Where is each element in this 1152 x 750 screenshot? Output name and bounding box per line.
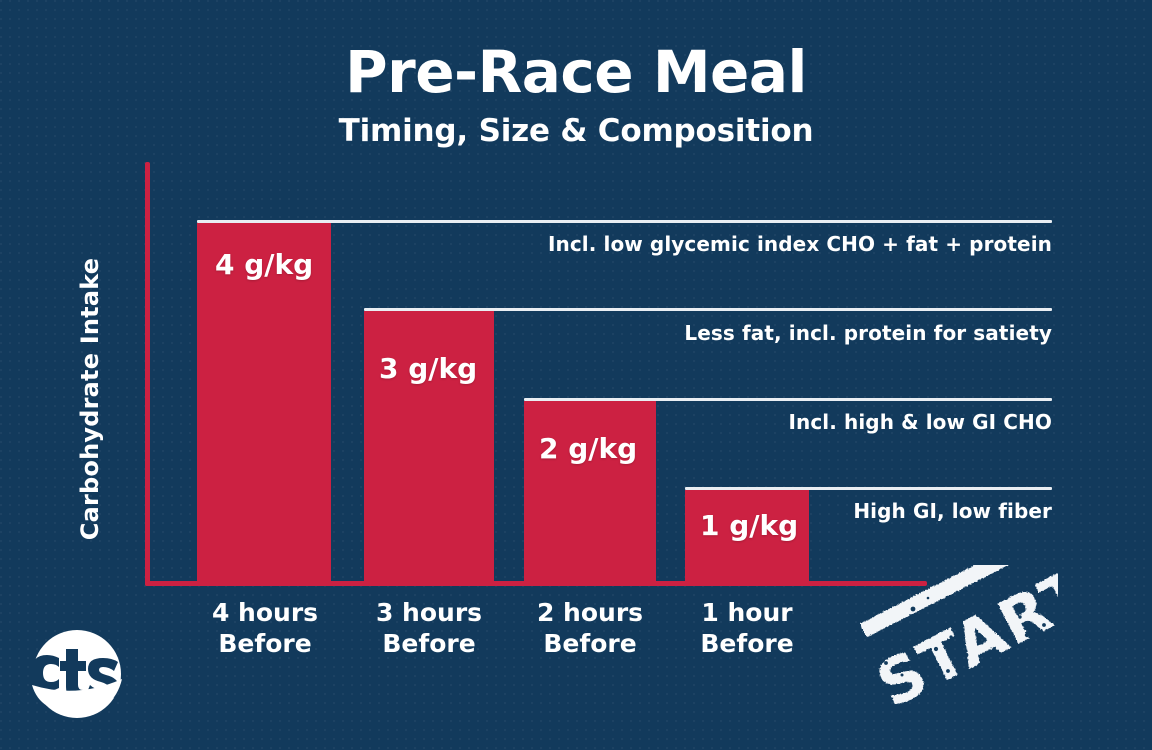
category-label-1-hour: 1 hour Before	[666, 598, 828, 659]
bar-1-hour[interactable]	[685, 490, 809, 582]
cts-logo[interactable]	[26, 623, 128, 725]
bar-3-hours[interactable]	[364, 311, 494, 582]
category-label-4-hours: 4 hours Before	[184, 598, 346, 659]
annotation-line-2	[364, 308, 1052, 311]
annotation-line-4	[685, 487, 1052, 490]
annotation-text-3: Incl. high & low GI CHO	[788, 410, 1052, 434]
bar-value-3-hours: 3 g/kg	[379, 352, 478, 385]
category-label-line-2: Before	[382, 628, 476, 658]
y-axis-line	[145, 162, 150, 586]
header: Pre-Race Meal Timing, Size & Composition	[0, 42, 1152, 149]
annotation-text-1: Incl. low glycemic index CHO + fat + pro…	[547, 232, 1052, 256]
category-label-line-2: Before	[218, 628, 312, 658]
category-label-line-1: 2 hours	[536, 598, 644, 627]
bar-value-4-hours: 4 g/kg	[215, 248, 314, 281]
start-marker: START	[858, 565, 1058, 705]
category-label-2-hours: 2 hours Before	[509, 598, 671, 659]
annotation-line-3	[524, 398, 1052, 401]
annotation-text-2: Less fat, incl. protein for satiety	[684, 321, 1052, 345]
category-label-3-hours: 3 hours Before	[348, 598, 510, 659]
page-subtitle: Timing, Size & Composition	[338, 112, 814, 149]
category-label-line-2: Before	[700, 628, 794, 658]
category-label-line-1: 4 hours	[211, 598, 319, 627]
x-axis-line	[145, 581, 927, 586]
bar-value-1-hour: 1 g/kg	[700, 509, 799, 542]
bar-2-hours[interactable]	[524, 401, 656, 582]
annotation-text-4: High GI, low fiber	[853, 499, 1052, 523]
bar-value-2-hours: 2 g/kg	[539, 432, 638, 465]
category-label-line-1: 1 hour	[701, 598, 793, 627]
annotation-line-1	[197, 220, 1052, 223]
page-title: Pre-Race Meal	[345, 38, 807, 106]
y-axis-label: Carbohydrate Intake	[76, 257, 104, 541]
category-label-line-2: Before	[543, 628, 637, 658]
category-label-line-1: 3 hours	[375, 598, 483, 627]
bar-4-hours[interactable]	[197, 223, 331, 582]
